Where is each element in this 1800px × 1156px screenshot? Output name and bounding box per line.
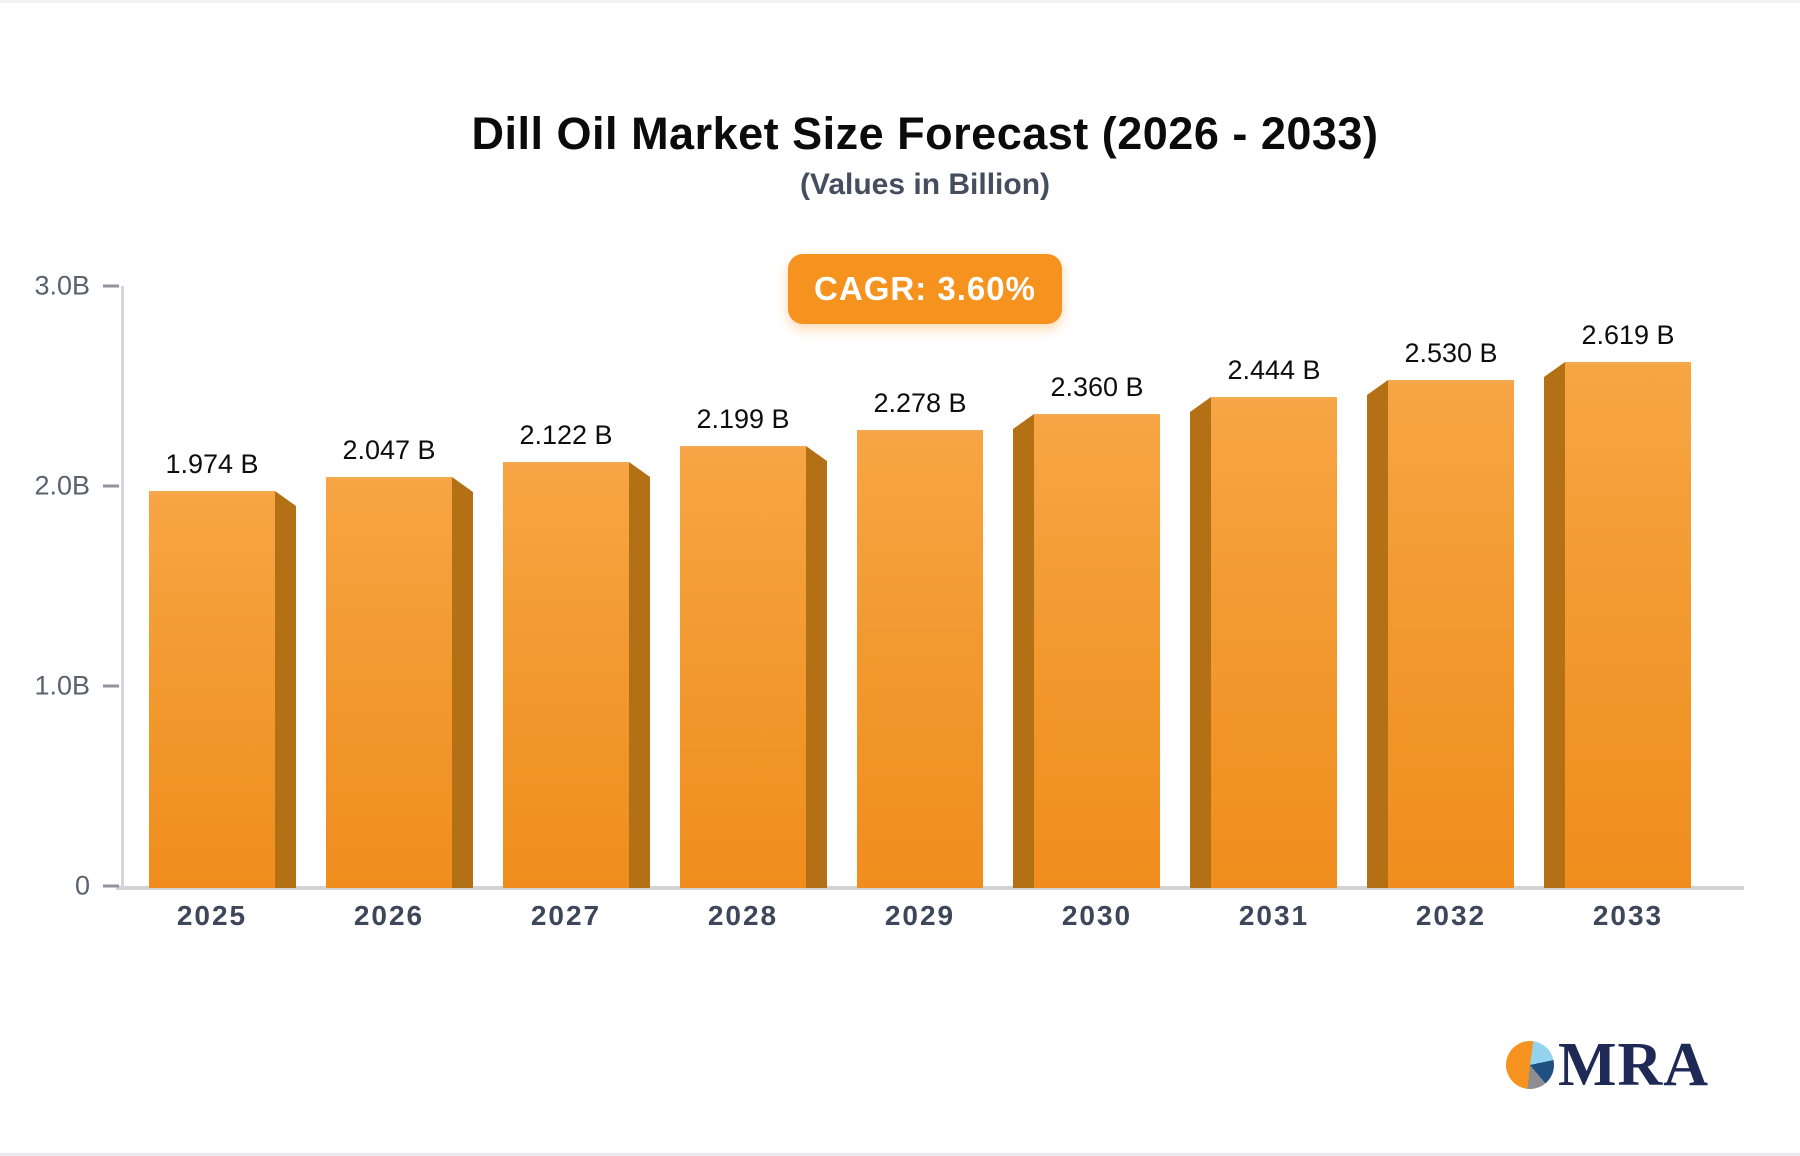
bar-2026 bbox=[326, 477, 473, 888]
bottom-edge-divider bbox=[0, 1153, 1800, 1156]
top-edge-divider bbox=[0, 0, 1800, 3]
x-axis-label-2031: 2031 bbox=[1238, 900, 1310, 931]
x-axis-label-2029: 2029 bbox=[884, 900, 956, 931]
bar-body-2028 bbox=[680, 446, 806, 888]
bar-value-label-2027: 2.122 B bbox=[519, 420, 613, 450]
y-tick-label-3.0B: 3.0B bbox=[34, 270, 90, 301]
bar-2025 bbox=[149, 491, 296, 888]
logo-text: MRA bbox=[1558, 1031, 1710, 1099]
bar-body-2031 bbox=[1211, 397, 1337, 888]
bar-value-label-2029: 2.278 B bbox=[873, 388, 967, 418]
x-axis-label-2033: 2033 bbox=[1592, 900, 1664, 931]
cagr-badge: CAGR: 3.60% bbox=[788, 254, 1062, 324]
bar-value-label-2032: 2.530 B bbox=[1404, 338, 1498, 368]
chart-subtitle: (Values in Billion) bbox=[799, 168, 1051, 201]
bar-side-shadow-2026 bbox=[452, 477, 473, 888]
y-tick-mark bbox=[103, 684, 119, 688]
mra-logo: MRA bbox=[1506, 1031, 1710, 1099]
bar-body-2029 bbox=[857, 430, 983, 888]
bar-body-2033 bbox=[1565, 362, 1691, 888]
bar-side-shadow-2025 bbox=[275, 491, 296, 888]
bar-value-label-2028: 2.199 B bbox=[696, 404, 790, 434]
bar-value-label-2031: 2.444 B bbox=[1227, 355, 1321, 385]
bar-body-2032 bbox=[1388, 380, 1514, 888]
x-axis-line bbox=[116, 886, 1744, 890]
bar-side-shadow-2028 bbox=[806, 446, 827, 888]
bar-side-shadow-2031 bbox=[1190, 397, 1211, 888]
bar-2033 bbox=[1544, 362, 1691, 888]
bar-value-label-2033: 2.619 B bbox=[1581, 320, 1675, 350]
bar-value-label-2025: 1.974 B bbox=[165, 449, 259, 479]
bar-2027 bbox=[503, 462, 650, 888]
bar-body-2027 bbox=[503, 462, 629, 888]
bar-side-shadow-2032 bbox=[1367, 380, 1388, 888]
x-axis-label-2032: 2032 bbox=[1415, 900, 1487, 931]
y-tick-mark bbox=[103, 484, 119, 488]
bar-side-shadow-2027 bbox=[629, 462, 650, 888]
x-axis-label-2025: 2025 bbox=[176, 900, 248, 931]
x-axis-label-2027: 2027 bbox=[530, 900, 602, 931]
bar-2032 bbox=[1367, 380, 1514, 888]
bar-value-label-2030: 2.360 B bbox=[1050, 372, 1144, 402]
bar-side-shadow-2030 bbox=[1013, 414, 1034, 888]
pie-chart-logo-icon bbox=[1506, 1041, 1554, 1089]
y-tick-label-1.0B: 1.0B bbox=[34, 670, 90, 701]
bar-2030 bbox=[1013, 414, 1160, 888]
x-axis-label-2026: 2026 bbox=[353, 900, 425, 931]
y-axis-line bbox=[121, 286, 124, 886]
chart-title: Dill Oil Market Size Forecast (2026 - 20… bbox=[471, 108, 1379, 159]
y-tick-label-0: 0 bbox=[74, 870, 90, 901]
bar-value-label-2026: 2.047 B bbox=[342, 435, 436, 465]
bar-2031 bbox=[1190, 397, 1337, 888]
bar-body-2026 bbox=[326, 477, 452, 888]
bar-side-shadow-2033 bbox=[1544, 362, 1565, 888]
bar-2028 bbox=[680, 446, 827, 888]
y-tick-label-2.0B: 2.0B bbox=[34, 470, 90, 501]
y-tick-mark bbox=[103, 284, 119, 288]
y-tick-mark bbox=[103, 884, 119, 888]
x-axis-label-2030: 2030 bbox=[1061, 900, 1133, 931]
bar-2029 bbox=[857, 430, 983, 888]
x-axis-label-2028: 2028 bbox=[707, 900, 779, 931]
cagr-badge-label: CAGR: 3.60% bbox=[814, 270, 1036, 307]
bar-body-2025 bbox=[149, 491, 275, 888]
bar-body-2030 bbox=[1034, 414, 1160, 888]
